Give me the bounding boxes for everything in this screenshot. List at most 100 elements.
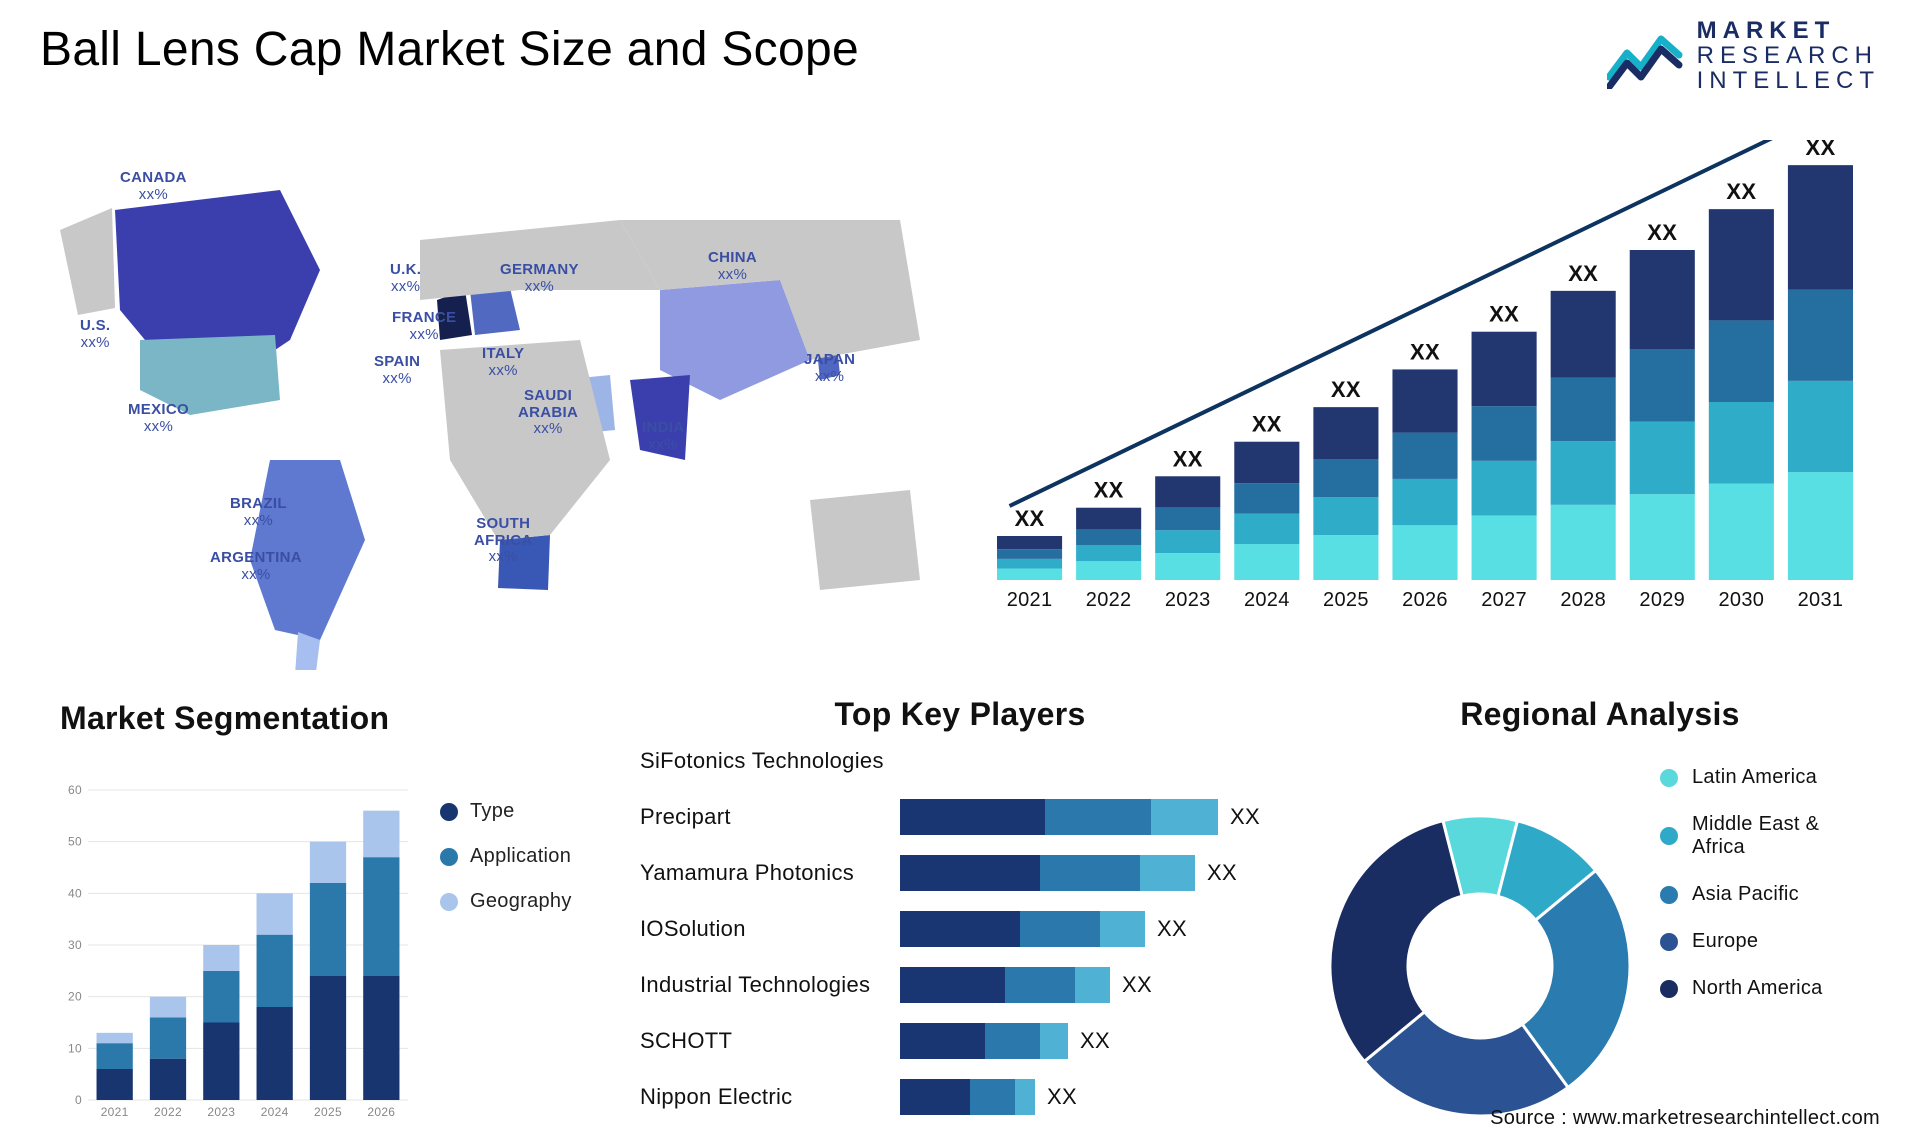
svg-text:2026: 2026 (367, 1105, 395, 1119)
key-players-title: Top Key Players (640, 696, 1280, 733)
bar-seg (1313, 497, 1378, 535)
regional-legend: Latin AmericaMiddle East &AfricaAsia Pac… (1660, 766, 1823, 1024)
main-bar-chart: XX2021XX2022XX2023XX2024XX2025XX2026XX20… (990, 140, 1860, 670)
key-player-name: IOSolution (640, 916, 900, 942)
bar-seg (1709, 320, 1774, 402)
seg-bar (363, 857, 399, 976)
legend-item: Asia Pacific (1660, 883, 1823, 906)
map-region-land1 (60, 208, 115, 315)
bar-label: XX (1647, 220, 1677, 245)
donut-slice (1330, 821, 1462, 1062)
map-label: MEXICOxx% (128, 402, 189, 435)
map-label: ITALYxx% (482, 346, 524, 379)
key-player-bar: XX (900, 911, 1260, 947)
logo-line1: MARKET (1697, 18, 1880, 43)
key-players-section: Top Key Players SiFotonics Technologies P… (640, 696, 1280, 1125)
bar-seg (1788, 290, 1853, 381)
bar-seg (1472, 461, 1537, 516)
seg-bar (150, 1059, 186, 1100)
bar-seg (1234, 544, 1299, 580)
logo-icon (1607, 23, 1683, 89)
seg-bar (257, 935, 293, 1007)
seg-bar (363, 811, 399, 858)
key-player-row: Yamamura PhotonicsXX (640, 845, 1280, 901)
page-title: Ball Lens Cap Market Size and Scope (40, 22, 859, 77)
seg-bar (257, 1007, 293, 1100)
svg-text:40: 40 (68, 886, 82, 900)
bar-seg (1788, 165, 1853, 289)
seg-bar (203, 1023, 239, 1101)
bar-year: 2024 (1244, 589, 1290, 611)
bar-seg (1709, 209, 1774, 320)
legend-item: Geography (440, 890, 572, 913)
bar-seg (1392, 433, 1457, 479)
seg-bar (150, 997, 186, 1018)
bar-seg (1076, 561, 1141, 580)
legend-item: Middle East &Africa (1660, 813, 1823, 859)
legend-item: Type (440, 800, 572, 823)
seg-bar (310, 883, 346, 976)
svg-text:60: 60 (68, 783, 82, 797)
map-label: CHINAxx% (708, 250, 757, 283)
key-player-row: Industrial TechnologiesXX (640, 957, 1280, 1013)
bar-seg (1551, 378, 1616, 442)
bar-seg (1155, 476, 1220, 507)
legend-item: Europe (1660, 930, 1823, 953)
key-player-name: SiFotonics Technologies (640, 748, 900, 774)
svg-text:0: 0 (75, 1093, 82, 1107)
svg-text:2021: 2021 (101, 1105, 129, 1119)
bar-label: XX (1331, 377, 1361, 402)
bar-seg (1234, 514, 1299, 544)
bar-seg (1472, 332, 1537, 406)
bar-year: 2028 (1560, 589, 1606, 611)
key-player-bar: XX (900, 799, 1260, 835)
bar-seg (1551, 291, 1616, 378)
key-player-bar: XX (900, 967, 1260, 1003)
segmentation-section: Market Segmentation 01020304050602021202… (60, 700, 600, 737)
key-player-name: Yamamura Photonics (640, 860, 900, 886)
svg-text:2023: 2023 (207, 1105, 235, 1119)
bar-seg (997, 549, 1062, 559)
bar-seg (1392, 479, 1457, 525)
legend-item: Application (440, 845, 572, 868)
key-player-bar: XX (900, 855, 1260, 891)
key-player-bar: XX (900, 1023, 1260, 1059)
map-label: BRAZILxx% (230, 496, 287, 529)
map-region-land-africa (440, 340, 610, 540)
bar-seg (1551, 441, 1616, 505)
bar-seg (1788, 381, 1853, 472)
bar-seg (1392, 369, 1457, 432)
seg-bar (257, 893, 293, 934)
map-region-europe-mid (470, 288, 520, 335)
segmentation-legend: Type Application Geography (440, 800, 572, 935)
map-label: SAUDIARABIAxx% (518, 388, 578, 438)
bar-seg (1709, 484, 1774, 580)
bar-label: XX (1726, 179, 1756, 204)
bar-year: 2029 (1639, 589, 1685, 611)
key-player-name: Nippon Electric (640, 1084, 900, 1110)
bar-label: XX (1252, 412, 1282, 437)
segmentation-title: Market Segmentation (60, 700, 600, 737)
seg-bar (203, 945, 239, 971)
bar-seg (1234, 483, 1299, 513)
bar-year: 2031 (1798, 589, 1844, 611)
map-label: SPAINxx% (374, 354, 420, 387)
bar-seg (1392, 525, 1457, 580)
bar-year: 2026 (1402, 589, 1448, 611)
bar-seg (1630, 422, 1695, 495)
world-map: CANADAxx%U.S.xx%MEXICOxx%BRAZILxx%ARGENT… (20, 140, 940, 670)
bar-label: XX (1094, 478, 1124, 503)
map-label: SOUTHAFRICAxx% (474, 516, 532, 566)
bar-label: XX (1489, 302, 1519, 327)
bar-seg (1630, 349, 1695, 422)
map-label: FRANCExx% (392, 310, 456, 343)
bar-label: XX (1805, 140, 1835, 160)
bar-seg (1709, 402, 1774, 484)
key-player-name: Industrial Technologies (640, 972, 900, 998)
seg-bar (310, 976, 346, 1100)
bar-year: 2025 (1323, 589, 1369, 611)
key-player-row: IOSolutionXX (640, 901, 1280, 957)
key-player-name: Precipart (640, 804, 900, 830)
map-label: U.S.xx% (80, 318, 110, 351)
bar-year: 2030 (1719, 589, 1765, 611)
